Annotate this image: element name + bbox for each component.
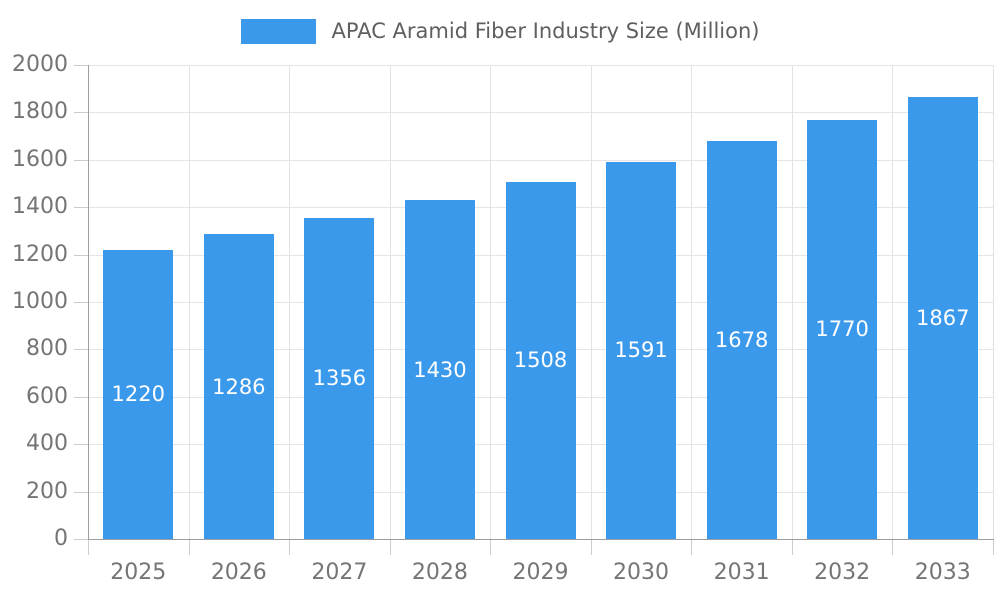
gridline-h (88, 65, 993, 66)
bar-value-label: 1508 (513, 348, 568, 373)
y-axis-label: 1400 (12, 194, 68, 220)
x-tick (791, 540, 793, 555)
gridline-v (892, 65, 894, 539)
x-axis-label: 2030 (613, 560, 670, 585)
gridline-v (691, 65, 693, 539)
x-axis-label: 2026 (210, 560, 267, 585)
bar-value-label: 1286 (212, 374, 266, 399)
y-tick (74, 207, 88, 209)
x-tick (590, 540, 592, 555)
x-axis-label: 2027 (311, 560, 368, 585)
bar-value-label: 1867 (915, 305, 970, 330)
x-axis-label: 2033 (914, 560, 971, 585)
y-axis-label: 1800 (12, 99, 68, 125)
bar[interactable]: 1591 (606, 161, 677, 539)
x-tick (389, 540, 391, 555)
gridline-v (490, 65, 492, 539)
x-axis-label: 2028 (411, 560, 468, 585)
gridline-h (88, 159, 993, 161)
gridline-h (88, 112, 993, 114)
y-axis-label: 200 (26, 478, 68, 504)
y-tick (74, 491, 88, 493)
gridline-v (791, 65, 793, 539)
y-axis-label: 800 (26, 336, 68, 362)
y-axis-line (88, 65, 89, 540)
y-axis-label: 1600 (12, 146, 68, 172)
bar-value-label: 1591 (614, 338, 668, 363)
bar[interactable]: 1867 (907, 96, 978, 539)
gridline-v (389, 65, 391, 539)
y-axis-label: 1000 (12, 289, 68, 314)
bar-value-label: 1356 (312, 366, 367, 391)
bar[interactable]: 1356 (304, 217, 375, 539)
x-axis-label: 2029 (512, 560, 569, 585)
y-axis-label: 600 (26, 383, 68, 409)
y-tick (74, 539, 88, 540)
gridline-v (188, 65, 190, 539)
bar[interactable]: 1770 (807, 119, 878, 539)
x-tick (892, 540, 894, 555)
gridline-v (993, 65, 994, 539)
y-tick (74, 396, 88, 398)
y-tick (74, 349, 88, 351)
gridline-v (289, 65, 291, 539)
bar[interactable]: 1678 (706, 141, 777, 539)
bar-value-label: 1220 (111, 382, 165, 407)
bar[interactable]: 1430 (404, 200, 475, 539)
y-tick (74, 444, 88, 446)
y-tick (74, 112, 88, 114)
legend-label: APAC Aramid Fiber Industry Size (Million… (331, 19, 760, 43)
y-tick (74, 65, 88, 66)
bar-value-label: 1678 (714, 328, 769, 353)
y-axis-label: 1200 (12, 241, 68, 267)
bar[interactable]: 1220 (103, 249, 174, 539)
x-tick (88, 540, 89, 555)
y-axis-label: 0 (54, 526, 68, 551)
legend-swatch (240, 18, 316, 44)
x-tick (289, 540, 291, 555)
bar[interactable]: 1508 (505, 181, 576, 539)
bar-value-label: 1770 (815, 317, 869, 342)
y-axis-label: 400 (26, 431, 68, 457)
x-axis-line (88, 539, 994, 540)
bar[interactable]: 1286 (203, 234, 274, 539)
x-axis-label: 2025 (110, 560, 167, 585)
x-axis-label: 2032 (814, 560, 871, 585)
bar-value-label: 1430 (413, 357, 467, 382)
x-tick (691, 540, 693, 555)
y-tick (74, 302, 88, 303)
x-axis-label: 2031 (713, 560, 770, 585)
x-tick (188, 540, 190, 555)
gridline-v (590, 65, 592, 539)
legend[interactable]: APAC Aramid Fiber Industry Size (Million… (0, 15, 1000, 47)
x-tick (993, 540, 994, 555)
y-axis-label: 2000 (12, 52, 68, 77)
x-tick (490, 540, 492, 555)
y-tick (74, 254, 88, 256)
y-tick (74, 159, 88, 161)
